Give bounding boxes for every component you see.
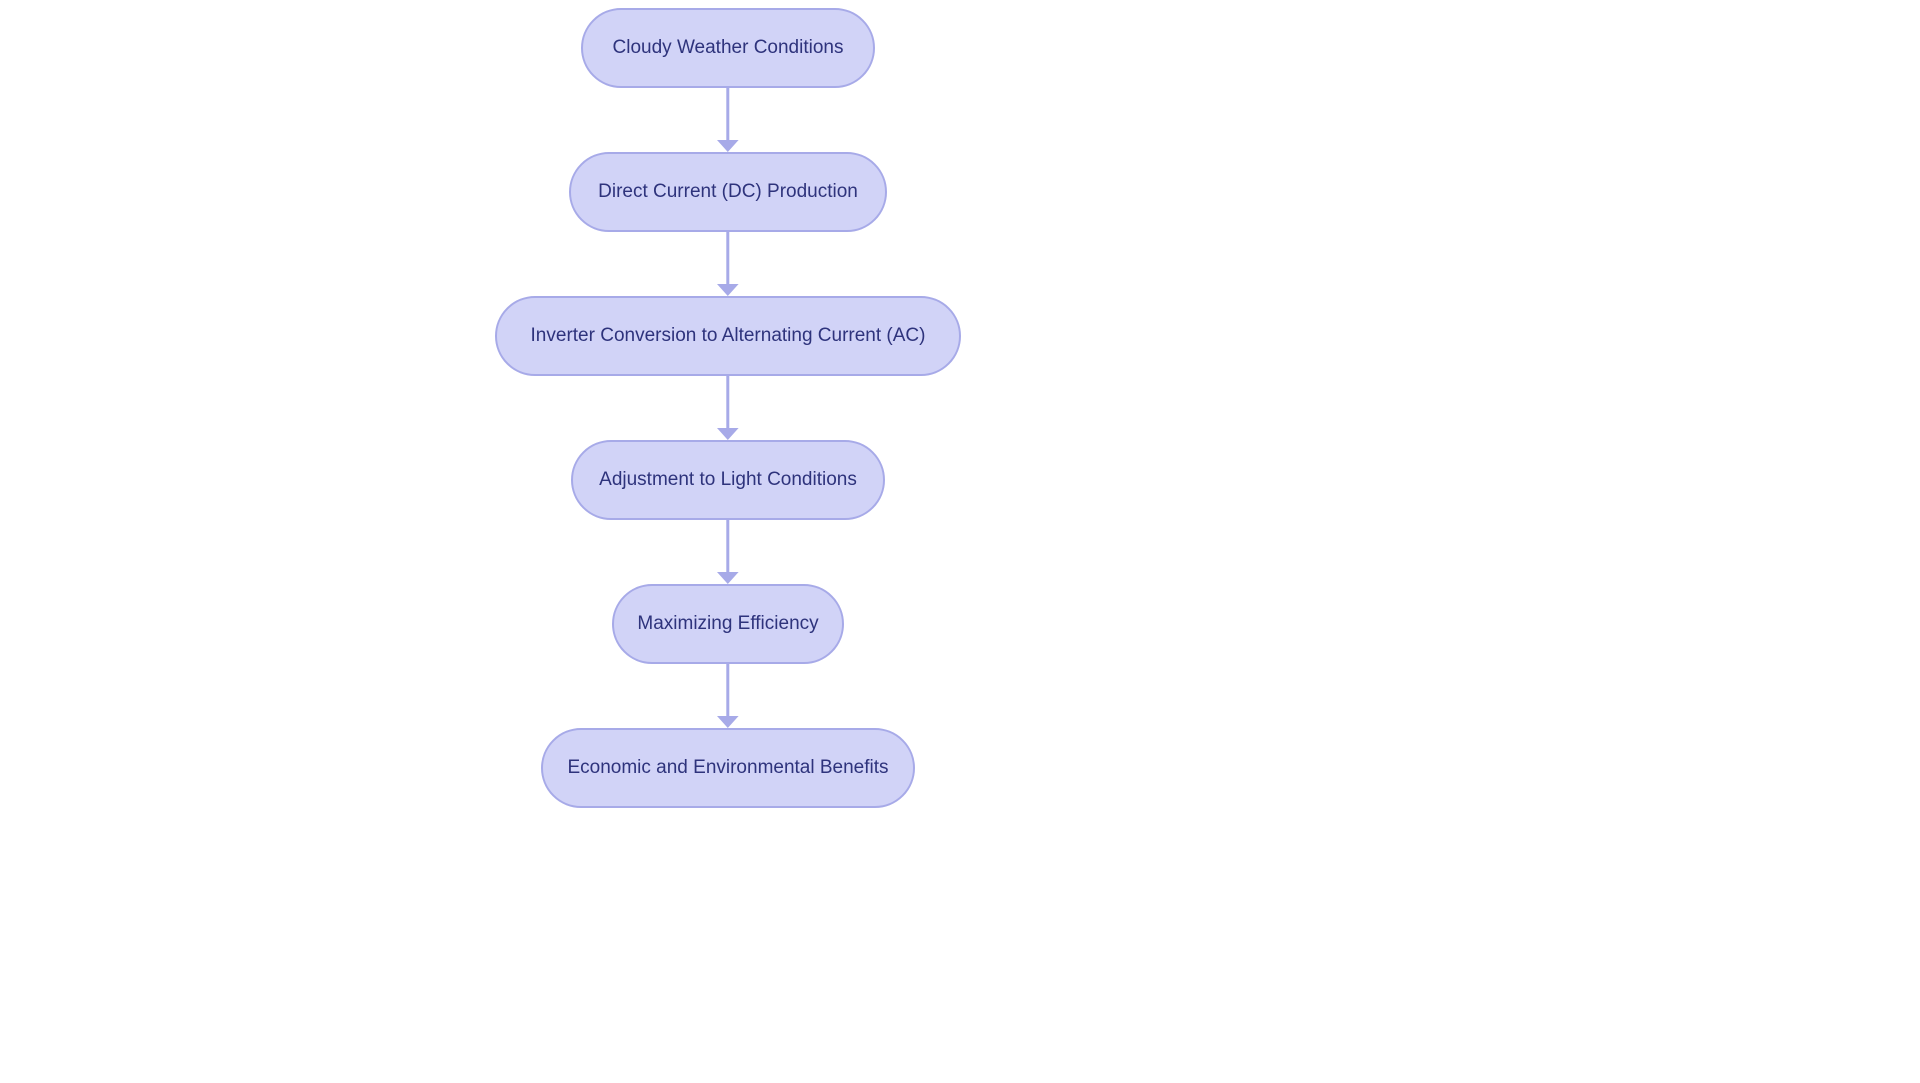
flowchart-canvas: Cloudy Weather Conditions Direct Current…: [0, 0, 1920, 1083]
node-maximizing-efficiency: Maximizing Efficiency: [612, 584, 844, 664]
node-dc-production: Direct Current (DC) Production: [569, 152, 887, 232]
node-economic-benefits: Economic and Environmental Benefits: [541, 728, 915, 808]
edge-n1-n2: [717, 88, 739, 152]
node-label: Inverter Conversion to Alternating Curre…: [531, 325, 926, 347]
node-label: Adjustment to Light Conditions: [599, 469, 857, 491]
edge-n2-n3: [717, 232, 739, 296]
edge-n4-n5: [717, 520, 739, 584]
node-cloudy-weather: Cloudy Weather Conditions: [581, 8, 875, 88]
node-adjustment-light: Adjustment to Light Conditions: [571, 440, 885, 520]
node-label: Cloudy Weather Conditions: [613, 37, 844, 59]
node-label: Maximizing Efficiency: [637, 613, 818, 635]
edge-n5-n6: [717, 664, 739, 728]
edge-n3-n4: [717, 376, 739, 440]
node-inverter-conversion: Inverter Conversion to Alternating Curre…: [495, 296, 961, 376]
node-label: Direct Current (DC) Production: [598, 181, 858, 203]
node-label: Economic and Environmental Benefits: [567, 757, 888, 779]
